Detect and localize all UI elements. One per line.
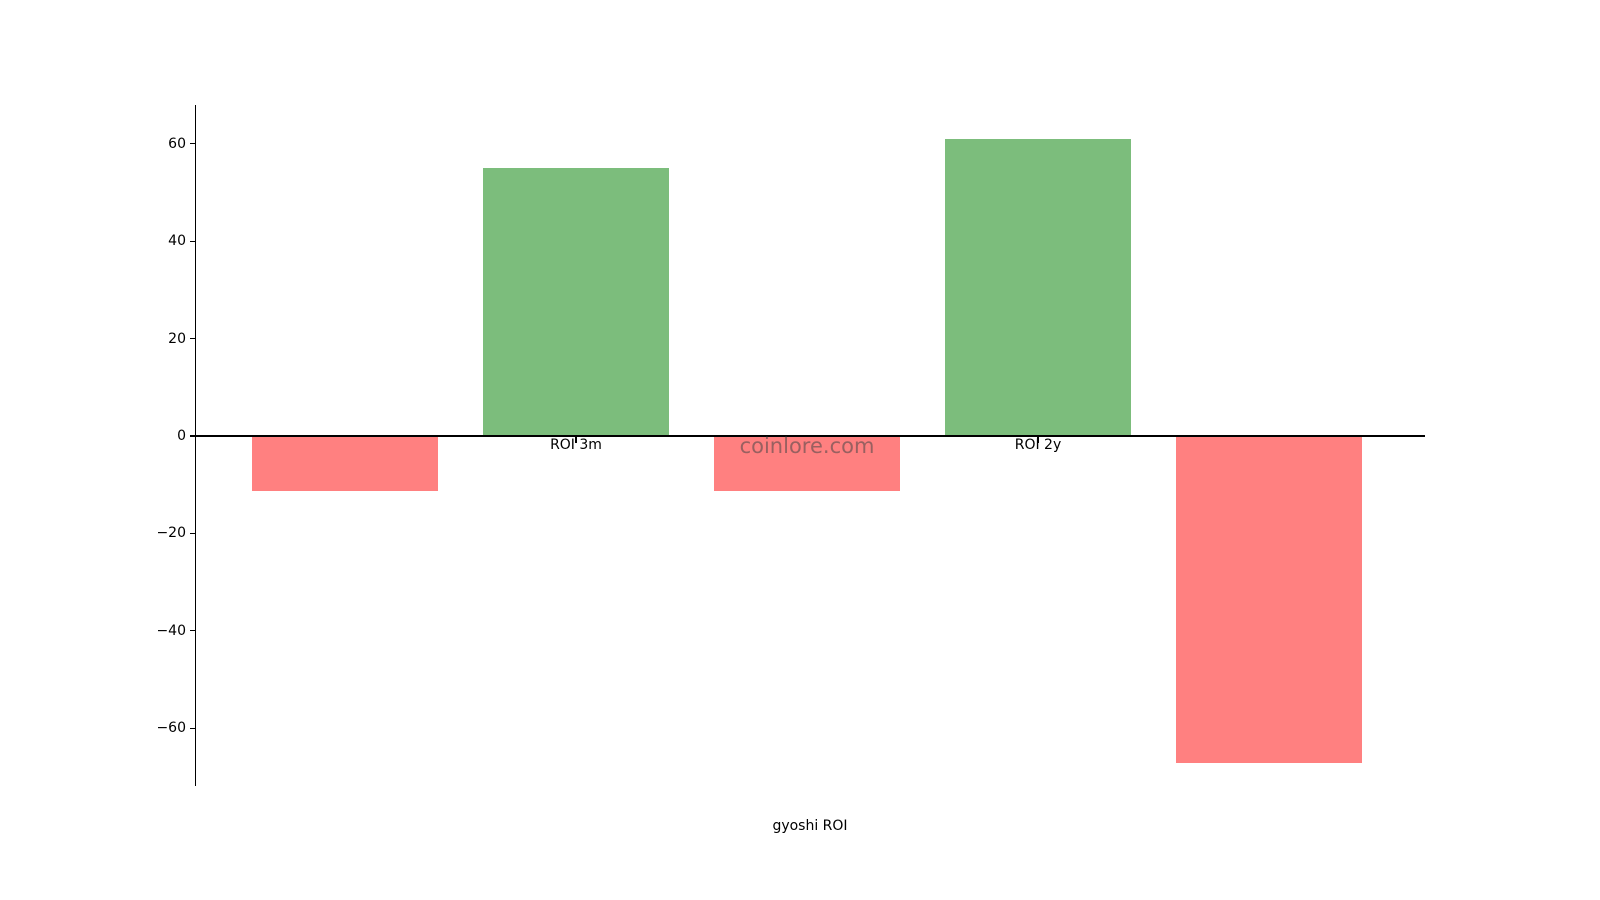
bar-roi-3m — [483, 168, 669, 436]
y-tick-mark — [190, 240, 196, 242]
bar-series-4 — [1176, 437, 1362, 764]
x-tick-mark — [575, 436, 577, 443]
y-tick-label: 60 — [168, 135, 186, 152]
y-tick-mark — [190, 727, 196, 729]
x-axis-zero-line — [195, 435, 1425, 437]
x-tick-mark — [1037, 436, 1039, 443]
watermark: coinlore.com — [739, 434, 875, 458]
bar-roi-2y — [945, 138, 1131, 436]
y-tick-label: −20 — [156, 525, 186, 542]
y-tick-label: 40 — [168, 233, 186, 250]
bar-series-0 — [252, 437, 438, 491]
y-tick-label: 0 — [177, 428, 186, 444]
y-tick-mark — [190, 143, 196, 145]
y-tick-mark — [190, 435, 196, 437]
y-tick-label: −60 — [156, 720, 186, 737]
x-tick-label: ROI 2y — [1014, 437, 1062, 453]
x-tick-label: ROI 3m — [550, 437, 602, 453]
y-tick-mark — [190, 337, 196, 340]
y-tick-mark — [190, 630, 196, 632]
y-axis-line — [195, 105, 197, 786]
y-tick-mark — [190, 532, 196, 535]
bar-series-2 — [714, 437, 900, 491]
x-axis-title: gyoshi ROI — [772, 818, 848, 834]
y-tick-label: 20 — [168, 330, 186, 347]
y-tick-label: −40 — [156, 622, 186, 639]
